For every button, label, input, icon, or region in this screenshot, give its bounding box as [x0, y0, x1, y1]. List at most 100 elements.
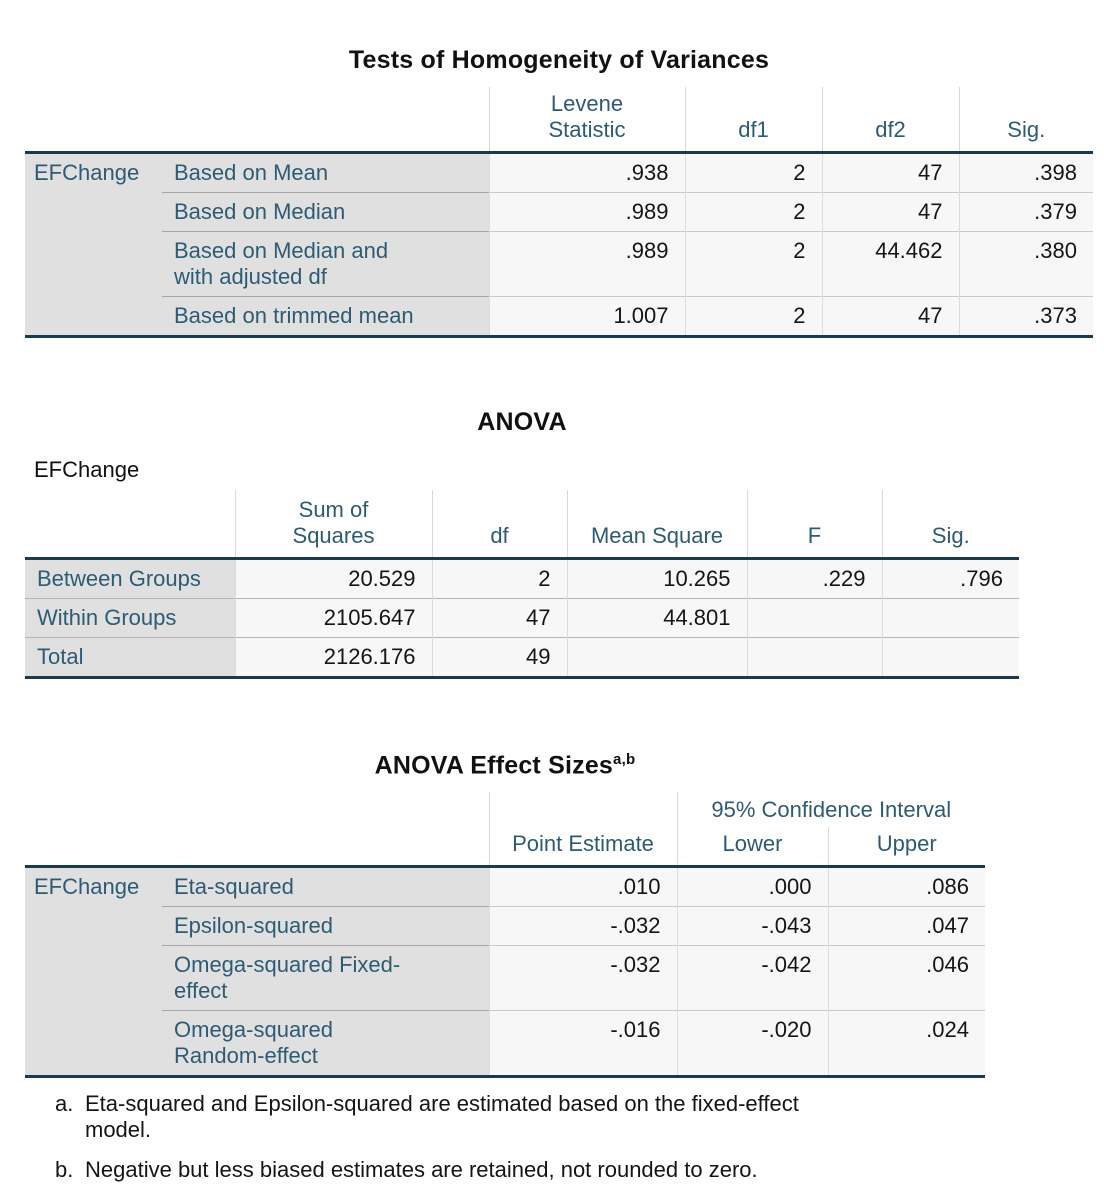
anova-dependent-variable-label: EFChange	[34, 457, 140, 482]
effect-sizes-section: ANOVA Effect Sizesa,b Point Estimate 95%…	[25, 751, 985, 1183]
table-row: Within Groups 2105.647 47 44.801	[25, 597, 1019, 637]
effect-sizes-table: Point Estimate 95% Confidence Interval L…	[25, 791, 985, 1078]
row-label: Eta-squared	[162, 866, 489, 907]
table-row: Based on Median .989 2 47 .379	[25, 192, 1093, 232]
col-header-df2: df2	[821, 87, 959, 153]
col-group-header-confidence-interval: 95% Confidence Interval	[676, 791, 985, 827]
value-cell: 20.529	[234, 558, 432, 598]
value-cell: -.032	[488, 944, 677, 1011]
row-label: Omega-squared Random-effect	[162, 1009, 489, 1077]
col-header-levene-statistic: Levene Statistic	[488, 87, 685, 153]
row-header-efchange: EFChange	[25, 866, 162, 1077]
value-cell: 44.801	[566, 597, 747, 637]
col-header-df: df	[431, 490, 567, 558]
row-label: Epsilon-squared	[162, 905, 489, 946]
value-cell	[881, 636, 1019, 677]
value-cell: .046	[827, 944, 985, 1011]
col-header-df1: df1	[684, 87, 822, 153]
footnote-a: a. Eta-squared and Epsilon-squared are e…	[55, 1091, 985, 1143]
row-label: Based on Median and with adjusted df	[162, 231, 489, 297]
effect-sizes-header-row-1: Point Estimate 95% Confidence Interval	[25, 791, 985, 867]
value-cell: 1.007	[488, 296, 685, 337]
row-label: Omega-squared Fixed-effect	[162, 944, 489, 1011]
value-cell: 2	[431, 558, 567, 598]
value-cell: -.020	[676, 1009, 828, 1077]
value-cell: 2105.647	[234, 597, 432, 637]
footnote-text: Negative but less biased estimates are r…	[85, 1156, 758, 1182]
table-footnotes: a. Eta-squared and Epsilon-squared are e…	[55, 1091, 985, 1183]
table-row: Epsilon-squared -.032 -.043 .047	[25, 905, 985, 946]
col-header-sig: Sig.	[958, 87, 1093, 153]
table-row: Total 2126.176 49	[25, 636, 1019, 677]
anova-table: Sum of Squares df Mean Square F Sig. Bet…	[25, 490, 1019, 679]
value-cell: 47	[821, 192, 959, 232]
table-row: Based on Median and with adjusted df .98…	[25, 231, 1093, 297]
footnote-b: b. Negative but less biased estimates ar…	[55, 1157, 985, 1183]
value-cell: .000	[676, 866, 828, 907]
table-row: EFChange Eta-squared .010 .000 .086	[25, 866, 985, 1077]
value-cell	[746, 597, 882, 637]
title-footnote-superscript: a,b	[613, 750, 636, 768]
col-header-lower: Lower	[676, 826, 828, 867]
value-cell: .047	[827, 905, 985, 946]
value-cell: .380	[958, 231, 1093, 297]
header-stub	[25, 791, 489, 867]
value-cell: 47	[821, 152, 959, 193]
col-header-point-estimate: Point Estimate	[488, 791, 677, 867]
footnote-marker: b.	[55, 1156, 74, 1182]
value-cell: 2	[684, 231, 822, 297]
anova-header-row: Sum of Squares df Mean Square F Sig.	[25, 490, 1019, 558]
row-label: Based on Mean	[162, 152, 489, 193]
col-header-mean-square: Mean Square	[566, 490, 747, 558]
anova-section: ANOVA EFChange Sum of Squares df Mean Sq…	[25, 408, 1019, 679]
value-cell: 44.462	[821, 231, 959, 297]
table-row: Between Groups 20.529 2 10.265 .229 .796	[25, 558, 1019, 598]
row-label: Between Groups	[25, 558, 235, 598]
col-header-upper: Upper	[827, 826, 985, 867]
col-header-f: F	[746, 490, 882, 558]
value-cell: .024	[827, 1009, 985, 1077]
col-header-sum-of-squares: Sum of Squares	[234, 490, 432, 558]
value-cell: -.043	[676, 905, 828, 946]
row-header-efchange: EFChange	[25, 152, 162, 337]
table-row: Omega-squared Fixed-effect -.032 -.042 .…	[25, 944, 985, 1011]
value-cell: .379	[958, 192, 1093, 232]
value-cell: .796	[881, 558, 1019, 598]
value-cell: .086	[827, 866, 985, 907]
value-cell: -.032	[488, 905, 677, 946]
table-row: Based on trimmed mean 1.007 2 47 .373	[25, 296, 1093, 337]
value-cell: 2126.176	[234, 636, 432, 677]
value-cell	[746, 636, 882, 677]
homogeneity-section: Tests of Homogeneity of Variances Levene…	[25, 46, 1093, 338]
header-stub	[25, 490, 235, 558]
table-row: EFChange Based on Mean .938 2 47 .398	[25, 152, 1093, 337]
value-cell: 2	[684, 192, 822, 232]
value-cell: 47	[821, 296, 959, 337]
col-header-sig: Sig.	[881, 490, 1019, 558]
effect-sizes-title: ANOVA Effect Sizesa,b	[374, 750, 636, 779]
value-cell: .938	[488, 152, 685, 193]
value-cell: 2	[684, 152, 822, 193]
anova-title: ANOVA	[477, 408, 567, 436]
footnote-marker: a.	[55, 1090, 74, 1116]
value-cell: .989	[488, 231, 685, 297]
value-cell: .010	[488, 866, 677, 907]
homogeneity-header-row: Levene Statistic df1 df2 Sig.	[25, 87, 1093, 153]
value-cell	[881, 597, 1019, 637]
effect-sizes-header-row-2: Lower Upper	[25, 826, 985, 867]
value-cell: -.016	[488, 1009, 677, 1077]
value-cell: 10.265	[566, 558, 747, 598]
value-cell: .989	[488, 192, 685, 232]
value-cell: .373	[958, 296, 1093, 337]
footnote-text: Eta-squared and Epsilon-squared are esti…	[85, 1090, 799, 1142]
value-cell: .398	[958, 152, 1093, 193]
value-cell: 49	[431, 636, 567, 677]
row-label: Total	[25, 636, 235, 677]
row-label: Within Groups	[25, 597, 235, 637]
value-cell	[566, 636, 747, 677]
value-cell: 47	[431, 597, 567, 637]
value-cell: 2	[684, 296, 822, 337]
homogeneity-title: Tests of Homogeneity of Variances	[348, 46, 770, 74]
header-stub	[25, 87, 489, 153]
value-cell: -.042	[676, 944, 828, 1011]
